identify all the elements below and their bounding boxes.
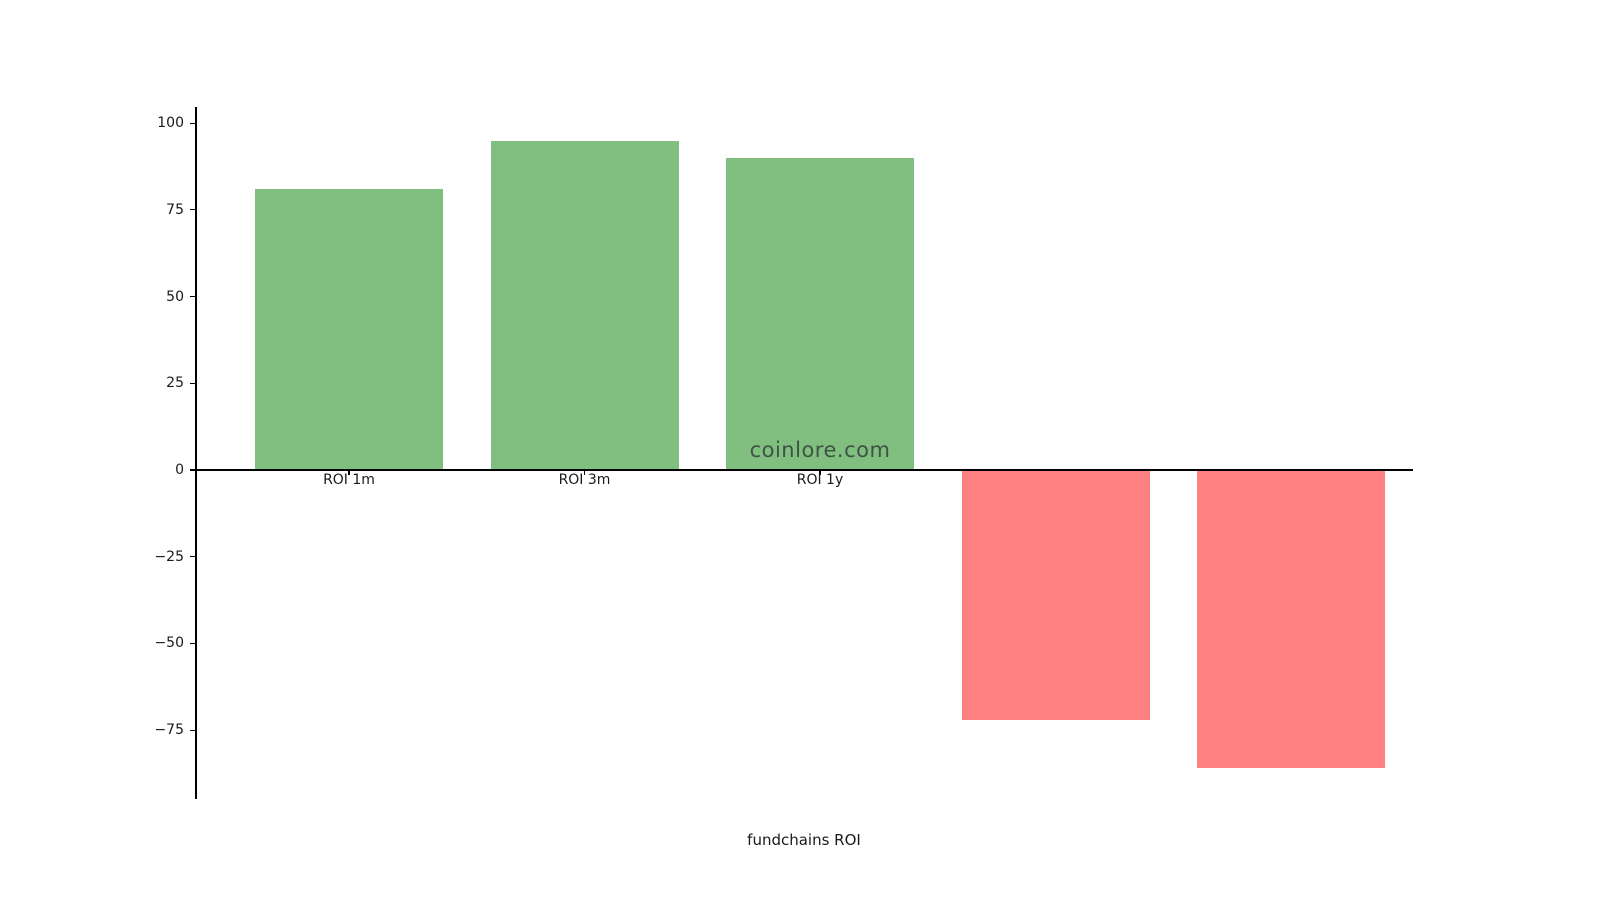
y-tick-label: 25 (166, 375, 184, 392)
x-tick-mark (583, 470, 586, 475)
x-tick-label: ROI 3m (558, 472, 611, 488)
y-tick-mark (190, 296, 196, 298)
y-tick-mark (190, 642, 196, 644)
watermark: coinlore.com (749, 438, 891, 462)
x-tick-label: ROI 1y (796, 472, 844, 488)
bar-roi-1m (255, 189, 443, 470)
x-tick-label: ROI 1m (323, 472, 375, 488)
y-tick-mark (190, 209, 196, 211)
y-tick-mark (190, 382, 196, 384)
bar-unlabeled-3 (961, 470, 1150, 720)
y-tick-mark (190, 469, 196, 471)
bar-roi-1y (726, 157, 914, 470)
y-tick-label: −50 (154, 635, 184, 652)
y-tick-label: 75 (166, 201, 184, 218)
x-tick-mark (348, 470, 350, 475)
y-tick-label: 0 (175, 462, 184, 478)
bar-unlabeled-4 (1197, 470, 1385, 769)
x-axis-title: fundchains ROI (747, 831, 861, 849)
y-tick-label: 50 (166, 288, 184, 305)
y-tick-mark (190, 556, 196, 558)
x-tick-mark (819, 470, 821, 475)
y-tick-label: −75 (154, 722, 184, 739)
y-tick-mark (190, 729, 196, 731)
x-axis-line (195, 469, 1413, 471)
y-tick-label: −25 (154, 548, 184, 565)
y-tick-label: 100 (157, 115, 184, 132)
bar-roi-3m (490, 140, 679, 470)
y-tick-mark (190, 122, 196, 124)
y-axis-line (195, 107, 197, 799)
